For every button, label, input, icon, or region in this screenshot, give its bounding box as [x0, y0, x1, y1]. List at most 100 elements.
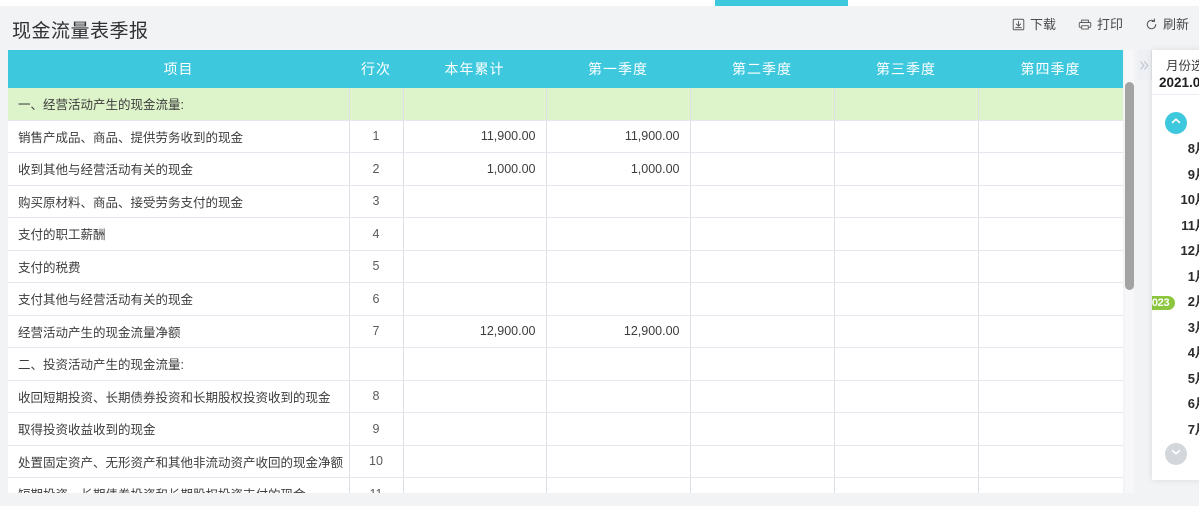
cell-q4: [978, 477, 1123, 493]
cell-ytd: 11,900.00: [403, 120, 547, 153]
month-item[interactable]: 4月: [1187, 345, 1199, 360]
cell-q2: [690, 152, 835, 186]
month-selector-panel: 月份选择 2021.0 8月9月10月11月12月1月2月3月4月5月6月7月 …: [1152, 50, 1199, 480]
cell-item: 购买原材料、商品、接受劳务支付的现金: [8, 185, 350, 218]
column-header-ytd[interactable]: 本年累计: [403, 50, 546, 88]
cell-item: 收到其他与经营活动有关的现金: [8, 152, 350, 186]
table-row[interactable]: 销售产成品、商品、提供劳务收到的现金 1 11,900.00 11,900.00: [8, 120, 1123, 153]
column-header-row[interactable]: 行次: [349, 50, 403, 88]
cell-q3: [834, 380, 979, 413]
refresh-icon: [1145, 18, 1158, 31]
month-panel-year-value[interactable]: 2021.0: [1159, 75, 1199, 90]
cell-q3: [834, 250, 979, 283]
download-button[interactable]: 下载: [1012, 18, 1056, 31]
cell-q1: [546, 347, 691, 381]
table-row[interactable]: 购买原材料、商品、接受劳务支付的现金 3: [8, 185, 1123, 218]
cash-flow-report-table: 项目 行次 本年累计 第一季度 第二季度 第三季度 第四季度 一、经营活动产生的…: [8, 50, 1123, 493]
cell-q1: [546, 88, 691, 121]
table-row[interactable]: 收到其他与经营活动有关的现金 2 1,000.00 1,000.00: [8, 152, 1123, 186]
cell-item: 支付其他与经营活动有关的现金: [8, 282, 350, 316]
month-item[interactable]: 3月: [1187, 319, 1199, 335]
scrollbar-thumb[interactable]: [1125, 82, 1134, 290]
month-scroll-up-button[interactable]: [1165, 112, 1187, 134]
month-panel-title: 月份选择: [1166, 59, 1199, 73]
column-header-q3[interactable]: 第三季度: [834, 50, 978, 88]
tab-active-indicator[interactable]: [715, 0, 848, 6]
month-item[interactable]: 8月: [1187, 141, 1199, 156]
cell-row: 4: [349, 217, 404, 251]
month-item[interactable]: 5月: [1187, 370, 1199, 386]
cell-q4: [978, 250, 1123, 283]
cell-q3: [834, 185, 979, 218]
cell-q2: [690, 412, 835, 446]
month-scroll-down-button[interactable]: [1165, 443, 1187, 465]
cell-ytd: [403, 445, 547, 478]
column-header-q1[interactable]: 第一季度: [546, 50, 690, 88]
cell-row: [349, 347, 404, 381]
column-header-item[interactable]: 项目: [8, 50, 349, 88]
month-item[interactable]: 9月: [1187, 166, 1199, 182]
month-item[interactable]: 6月: [1187, 396, 1199, 411]
cell-ytd: [403, 380, 547, 413]
refresh-button[interactable]: 刷新: [1145, 18, 1189, 31]
cell-q4: [978, 217, 1123, 251]
cell-q3: [834, 315, 979, 348]
cell-q3: [834, 477, 979, 493]
cell-q2: [690, 185, 835, 218]
panel-collapse-handle[interactable]: [1137, 50, 1152, 80]
cell-row: 9: [349, 412, 404, 446]
table-row[interactable]: 支付其他与经营活动有关的现金 6: [8, 282, 1123, 316]
download-icon: [1012, 18, 1025, 31]
table-vertical-scrollbar[interactable]: [1125, 50, 1134, 493]
year-badge: 2023: [1152, 296, 1176, 310]
month-item[interactable]: 1月: [1187, 268, 1199, 284]
month-item[interactable]: 11月: [1181, 217, 1199, 233]
cell-q3: [834, 282, 979, 316]
cell-q4: [978, 152, 1123, 186]
cell-q2: [690, 477, 835, 493]
cell-row: 8: [349, 380, 404, 413]
cell-item: 销售产成品、商品、提供劳务收到的现金: [8, 120, 350, 153]
report-table-container: 项目 行次 本年累计 第一季度 第二季度 第三季度 第四季度 一、经营活动产生的…: [8, 50, 1123, 493]
month-item[interactable]: 7月: [1187, 421, 1199, 437]
table-row[interactable]: 收回短期投资、长期债券投资和长期股权投资收到的现金 8: [8, 380, 1123, 413]
cell-q4: [978, 315, 1123, 348]
month-item[interactable]: 12月: [1180, 243, 1199, 258]
column-header-q2[interactable]: 第二季度: [690, 50, 834, 88]
cell-q2: [690, 347, 835, 381]
cell-q1: [546, 477, 691, 493]
table-row[interactable]: 二、投资活动产生的现金流量:: [8, 347, 1123, 381]
month-item[interactable]: 10月: [1180, 192, 1199, 207]
cell-q1: [546, 185, 691, 218]
table-row[interactable]: 一、经营活动产生的现金流量:: [8, 88, 1123, 121]
table-body: 一、经营活动产生的现金流量: 销售产成品、商品、提供劳务收到的现金 1 11,900.…: [8, 88, 1123, 493]
cell-q1: [546, 445, 691, 478]
cell-row: 3: [349, 185, 404, 218]
table-row[interactable]: 取得投资收益收到的现金 9: [8, 412, 1123, 446]
chevron-up-icon: [1170, 114, 1182, 132]
cell-item: 经营活动产生的现金流量净额: [8, 315, 350, 348]
month-panel-divider: [1152, 94, 1199, 95]
table-row[interactable]: 短期投资、长期债券投资和长期股权投资支付的现金11: [8, 477, 1123, 493]
cell-q2: [690, 315, 835, 348]
cell-q4: [978, 120, 1123, 153]
column-header-q4[interactable]: 第四季度: [978, 50, 1123, 88]
print-button[interactable]: 打印: [1078, 18, 1123, 31]
cell-q3: [834, 217, 979, 251]
cell-q2: [690, 217, 835, 251]
refresh-label: 刷新: [1162, 17, 1189, 32]
table-row[interactable]: 处置固定资产、无形资产和其他非流动资产收回的现金净额 10: [8, 445, 1123, 478]
page-title: 现金流量表季报: [12, 21, 149, 42]
cell-row: 2: [349, 152, 404, 186]
chevron-double-right-icon: [1139, 60, 1150, 71]
month-item[interactable]: 2月: [1187, 294, 1199, 309]
table-row[interactable]: 经营活动产生的现金流量净额 7 12,900.00 12,900.00: [8, 315, 1123, 348]
download-label: 下载: [1029, 17, 1056, 32]
cell-row: [349, 88, 404, 121]
table-row[interactable]: 支付的税费 5: [8, 250, 1123, 283]
table-row[interactable]: 支付的职工薪酬 4: [8, 217, 1123, 251]
cell-item: 二、投资活动产生的现金流量:: [8, 347, 350, 381]
cell-q4: [978, 445, 1123, 478]
print-label: 打印: [1096, 17, 1123, 32]
cell-ytd: [403, 250, 547, 283]
